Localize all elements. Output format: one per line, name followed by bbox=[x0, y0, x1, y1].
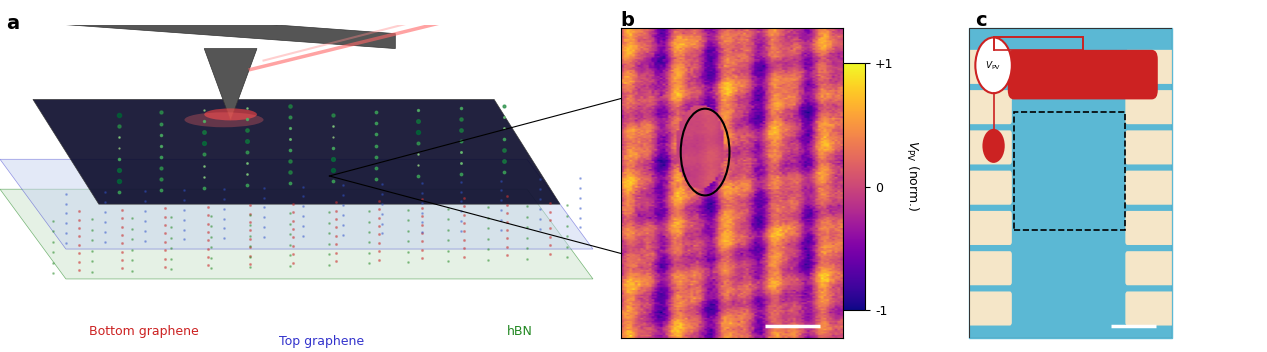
Polygon shape bbox=[66, 10, 395, 49]
Text: Top graphene: Top graphene bbox=[279, 335, 364, 348]
Bar bbox=[1014, 112, 1125, 230]
Circle shape bbox=[976, 37, 1012, 93]
FancyBboxPatch shape bbox=[952, 211, 1012, 245]
Polygon shape bbox=[0, 159, 593, 249]
Text: b: b bbox=[621, 11, 635, 30]
Text: c: c bbox=[976, 11, 987, 30]
FancyBboxPatch shape bbox=[1125, 90, 1186, 124]
FancyBboxPatch shape bbox=[1125, 130, 1186, 164]
Bar bbox=[993, 37, 1083, 50]
FancyBboxPatch shape bbox=[1125, 211, 1186, 245]
FancyBboxPatch shape bbox=[1125, 291, 1186, 326]
Text: Bottom graphene: Bottom graphene bbox=[89, 325, 199, 338]
FancyBboxPatch shape bbox=[952, 251, 1012, 285]
Text: $V_{\rm PV}$: $V_{\rm PV}$ bbox=[986, 59, 1002, 71]
FancyBboxPatch shape bbox=[1125, 251, 1186, 285]
FancyBboxPatch shape bbox=[952, 171, 1012, 205]
Text: hBN: hBN bbox=[507, 325, 532, 338]
FancyBboxPatch shape bbox=[952, 50, 1012, 84]
Text: a: a bbox=[6, 14, 19, 33]
Circle shape bbox=[982, 129, 1005, 163]
FancyBboxPatch shape bbox=[1125, 171, 1186, 205]
Ellipse shape bbox=[204, 108, 257, 120]
FancyBboxPatch shape bbox=[1007, 50, 1158, 99]
Ellipse shape bbox=[185, 112, 264, 127]
FancyBboxPatch shape bbox=[952, 130, 1012, 164]
Text: $V_\mathrm{PV}$ (norm.): $V_\mathrm{PV}$ (norm.) bbox=[905, 140, 920, 212]
FancyBboxPatch shape bbox=[952, 291, 1012, 326]
Polygon shape bbox=[33, 100, 560, 204]
FancyBboxPatch shape bbox=[1125, 50, 1186, 84]
FancyBboxPatch shape bbox=[952, 90, 1012, 124]
Polygon shape bbox=[204, 49, 257, 120]
Polygon shape bbox=[0, 189, 593, 279]
